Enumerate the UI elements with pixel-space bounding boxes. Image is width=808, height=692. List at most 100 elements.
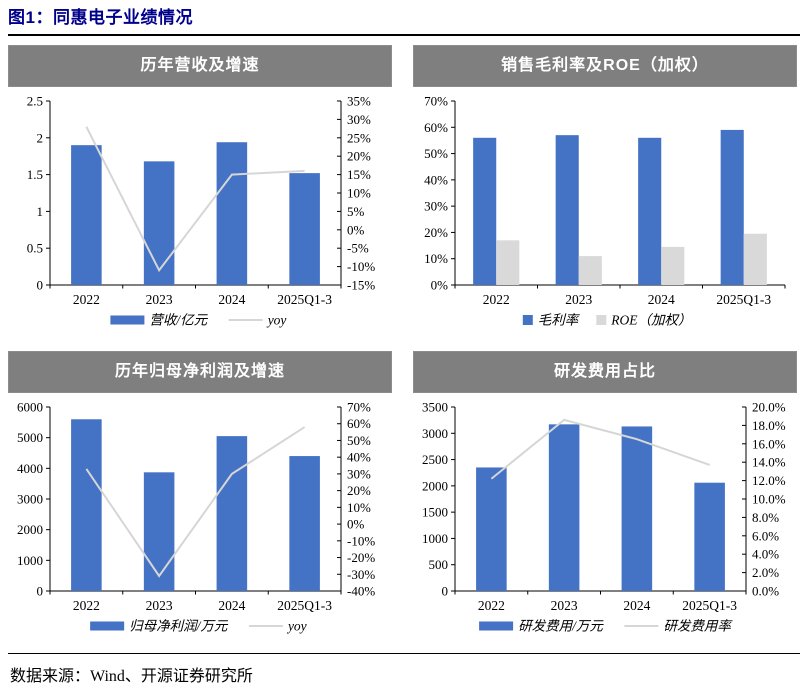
left-axis-tick-label: 3000 [422, 426, 448, 441]
x-axis: 2022 2023 2024 2025Q1-3 [454, 590, 747, 613]
bar [143, 161, 175, 285]
legend-square-swatch [522, 315, 533, 325]
legend-label: 研发费用率 [663, 619, 733, 634]
left-axis-tick-label: 2000 [17, 522, 43, 537]
chart-rd-expense: 0 500 1000 1500 2000 2500 3000 3500 0.0% 2.0% 4.0%… [413, 393, 797, 645]
panel-title-margin-roe: 销售毛利率及ROE（加权） [413, 45, 797, 87]
legend-bar-swatch [90, 621, 125, 631]
right-axis-tick-label: 30% [347, 112, 371, 127]
bar [143, 472, 175, 591]
legend: 毛利率 ROE（加权） [522, 313, 692, 328]
trend-line-0 [490, 418, 710, 480]
bar [496, 240, 520, 285]
panel-rd-expense: 研发费用占比 0 500 1000 1500 2000 2500 3000 3500 0.0% 2… [413, 351, 797, 645]
bar-series-0 [476, 424, 725, 591]
x-axis-category-label: 2023 [565, 292, 592, 307]
x-axis-category-label: 2023 [146, 292, 173, 307]
left-axis-tick-label: 2500 [422, 452, 448, 467]
right-axis-tick-label: 15% [347, 167, 371, 182]
left-axis: 0 500 1000 1500 2000 2500 3000 3500 [422, 400, 456, 599]
x-axis-category-label: 2022 [73, 598, 100, 613]
bar [548, 424, 580, 591]
left-axis-tick-label: 1000 [17, 553, 43, 568]
legend-bar-swatch [110, 315, 145, 325]
x-axis-category-label: 2023 [146, 598, 173, 613]
left-axis-tick-label: 0 [37, 278, 44, 293]
legend-bar-swatch [479, 621, 514, 631]
right-axis-tick-label: 20% [347, 483, 371, 498]
x-axis-category-label: 2022 [73, 292, 100, 307]
right-axis-tick-label: 4.0% [752, 547, 779, 562]
x-axis-category-label: 2024 [648, 292, 675, 307]
right-axis-tick-label: 6.0% [752, 528, 779, 543]
left-axis-tick-label: 6000 [17, 400, 43, 415]
legend: 归母净利润/万元 yoy [90, 619, 307, 634]
x-axis-category-label: 2024 [218, 292, 245, 307]
bar [661, 246, 685, 285]
right-axis-tick-label: 25% [347, 130, 371, 145]
right-axis-tick-label: 0% [347, 517, 365, 532]
right-axis-tick-label: 50% [347, 433, 371, 448]
legend: 研发费用/万元 研发费用率 [479, 619, 733, 634]
legend-square-swatch [596, 315, 607, 325]
left-axis-tick-label: 30% [424, 199, 448, 214]
right-axis-tick-label: 20% [347, 149, 371, 164]
bar [694, 482, 725, 591]
x-axis: 2022 2023 2024 2025Q1-3 [49, 284, 342, 307]
x-axis: 2022 2023 2024 2025Q1-3 [454, 284, 786, 307]
bar-series-0 [473, 129, 744, 285]
chart-margin-roe: 0% 10% 20% 30% 40% 50% 60% 70% 2022 2023 2024 2025Q… [413, 87, 797, 339]
legend-label: yoy [266, 313, 287, 328]
x-axis-category-label: 2025Q1-3 [716, 292, 771, 307]
x-axis-category-label: 2025Q1-3 [682, 598, 737, 613]
right-axis-tick-label: 0% [347, 222, 365, 237]
right-axis-tick-label: 18.0% [752, 418, 786, 433]
data-source-note: 数据来源：Wind、开源证券研究所 [10, 668, 253, 685]
bar [216, 142, 248, 285]
left-axis-tick-label: 500 [429, 557, 449, 572]
right-axis-tick-label: 30% [347, 466, 371, 481]
left-axis-tick-label: 40% [424, 172, 448, 187]
x-axis-category-label: 2024 [218, 598, 245, 613]
x-axis-category-label: 2025Q1-3 [277, 292, 332, 307]
legend-label: 研发费用/万元 [518, 619, 604, 634]
bar [743, 233, 767, 285]
bar [216, 436, 248, 591]
left-axis-tick-label: 0% [431, 278, 449, 293]
left-axis-tick-label: 3000 [17, 492, 43, 507]
left-axis-tick-label: 50% [424, 146, 448, 161]
bar [476, 467, 507, 591]
right-axis-tick-label: -5% [347, 241, 369, 256]
right-axis-tick-label: 10% [347, 186, 371, 201]
chart-revenue-growth: 0 0.5 1 1.5 2 2.5 -15% -10% -5% 0% 5% 10% 15% 20% 25% 3… [8, 87, 392, 339]
trend-line-0 [85, 426, 306, 578]
bar [555, 135, 579, 285]
right-axis-tick-label: -15% [347, 278, 375, 293]
right-axis-tick-label: -40% [347, 584, 375, 599]
right-axis-tick-label: 12.0% [752, 473, 786, 488]
left-axis-tick-label: 10% [424, 251, 448, 266]
left-axis-tick-label: 0 [37, 584, 44, 599]
footer-divider [8, 653, 800, 654]
panel-title-revenue-growth: 历年营收及增速 [8, 45, 392, 87]
left-axis-tick-label: 20% [424, 225, 448, 240]
legend-label: yoy [286, 619, 307, 634]
legend-label: 归母净利润/万元 [129, 619, 229, 634]
right-axis-tick-label: -20% [347, 550, 375, 565]
left-axis-tick-label: 2.5 [27, 94, 43, 109]
left-axis-tick-label: 3500 [422, 400, 448, 415]
left-axis: 0 1000 2000 3000 4000 5000 6000 [17, 400, 51, 599]
left-axis-tick-label: 5000 [17, 430, 43, 445]
bar [578, 256, 602, 285]
panel-title-rd-expense: 研发费用占比 [413, 351, 797, 393]
left-axis-tick-label: 2 [37, 130, 44, 145]
bar-series-0 [71, 142, 320, 285]
bar-series-0 [71, 419, 320, 591]
left-axis-tick-label: 4000 [17, 461, 43, 476]
left-axis-tick-label: 60% [424, 120, 448, 135]
left-axis: 0% 10% 20% 30% 40% 50% 60% 70% [424, 94, 456, 293]
right-axis: -40% -30% -20% -10%0% 10% 20% 30%40% 50% 60%70% [337, 400, 375, 599]
charts-grid: 历年营收及增速 0 0.5 1 1.5 2 2.5 -15% -10% -5% 0% 5% 10% 15… [8, 45, 800, 645]
left-axis-tick-label: 1000 [422, 531, 448, 546]
left-axis-tick-label: 1500 [422, 505, 448, 520]
